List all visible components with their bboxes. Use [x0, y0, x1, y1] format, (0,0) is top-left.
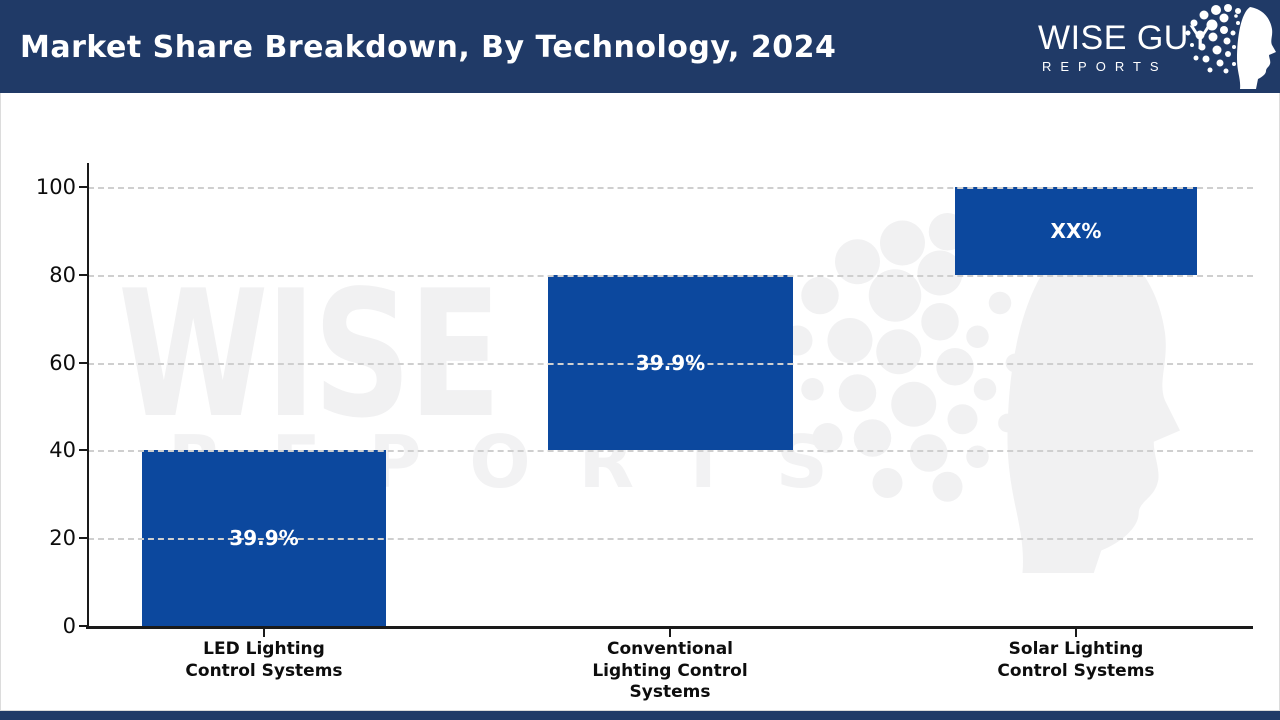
y-axis-line [87, 163, 89, 628]
footer-bar [0, 711, 1280, 720]
y-tick-mark-60 [79, 361, 87, 364]
gridline-40 [88, 450, 1253, 453]
logo-head-icon [1185, 4, 1276, 89]
gridline-20 [88, 538, 1253, 541]
gridline-80 [88, 274, 1253, 277]
y-tick-mark-80 [79, 273, 87, 276]
header-bar: Market Share Breakdown, By Technology, 2… [0, 0, 1280, 93]
y-tick-label-20: 20 [49, 526, 76, 551]
category-label-line: Solar Lighting [1008, 639, 1144, 659]
category-label-line: Control Systems [997, 660, 1155, 681]
category-label-line: Conventional [606, 639, 733, 659]
x-tick-solar [1075, 629, 1077, 637]
bar-value-label-led: 39.9% [229, 526, 299, 551]
page-title: Market Share Breakdown, By Technology, 2… [20, 30, 837, 65]
category-label-solar: Solar Lighting Control Systems [946, 639, 1206, 682]
x-tick-led [263, 629, 265, 637]
y-tick-mark-40 [79, 449, 87, 452]
y-tick-mark-0 [79, 625, 87, 627]
y-tick-label-40: 40 [49, 438, 76, 463]
footer-hairline [0, 710, 1280, 711]
y-tick-label-80: 80 [49, 262, 76, 287]
x-axis-line [86, 626, 1253, 629]
category-label-conventional: Conventional Lighting Control Systems [540, 639, 800, 704]
y-tick-mark-100 [79, 186, 87, 188]
bar-value-label-solar: XX% [1050, 218, 1102, 243]
bar-value-label-conventional: 39.9% [635, 350, 706, 375]
gridline-100 [88, 187, 1253, 189]
logo-wordmark: WISE GUY [1038, 19, 1213, 57]
x-tick-conventional [669, 629, 671, 637]
category-label-led: LED Lighting Control Systems [134, 639, 394, 682]
logo-subtext: REPORTS [1042, 59, 1168, 74]
category-label-line: Lighting Control [592, 660, 748, 681]
category-label-line: LED Lighting [203, 639, 325, 659]
y-tick-label-60: 60 [49, 350, 76, 375]
category-label-line: Control Systems [185, 660, 343, 681]
y-tick-label-100: 100 [35, 175, 76, 199]
wise-guy-logo: WISE GUY REPORTS [1030, 0, 1280, 93]
y-tick-label-0: 0 [62, 614, 76, 638]
gridline-60 [88, 362, 1253, 365]
category-label-line: Systems [629, 682, 711, 702]
y-tick-mark-20 [79, 537, 87, 540]
